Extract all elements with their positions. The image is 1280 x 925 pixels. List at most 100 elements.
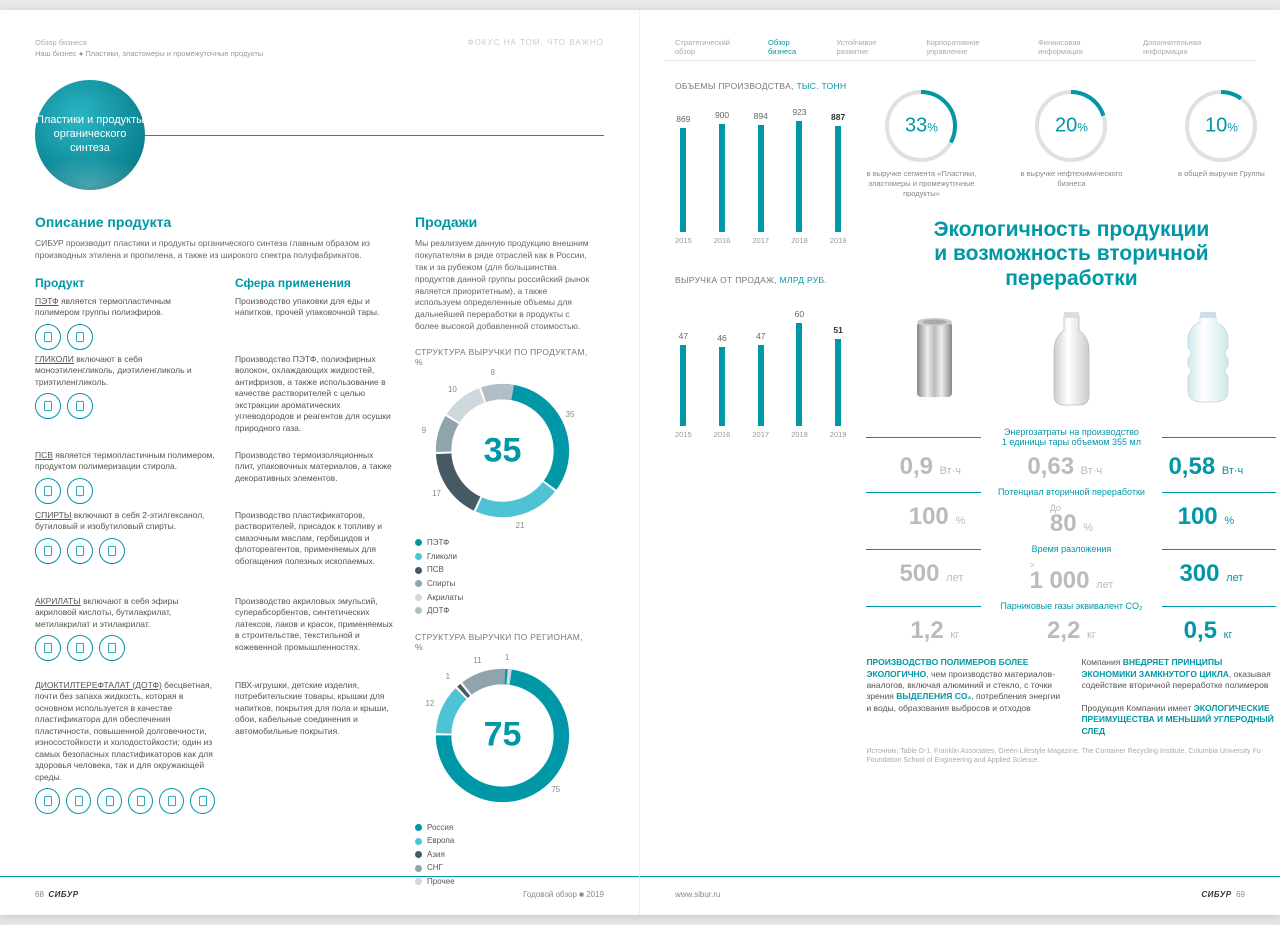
metrics-row: 500 лет > 1 000 лет 300 лет	[866, 562, 1276, 593]
page-footer-right: www.sibur.ru СИБУР 69	[675, 890, 1245, 899]
logo-right: СИБУР	[1201, 890, 1231, 899]
sales-title: Продажи	[415, 214, 590, 230]
metrics-row: 0,9 Вт·ч 0,63 Вт·ч 0,58 Вт·ч	[866, 455, 1276, 479]
bar-col: 51 2019	[830, 325, 847, 439]
metric: 300 лет	[1179, 562, 1243, 593]
product-icon	[35, 635, 61, 661]
donut1-center: 35	[484, 431, 522, 470]
metric: > 1 000 лет	[1029, 562, 1113, 593]
donut-seg-label: 8	[491, 368, 495, 377]
page-right: Стратегический обзор Обзор бизнеса Устойчи…	[640, 10, 1280, 915]
bar-col: 60 2018	[791, 309, 808, 439]
product-name: ГЛИКОЛИ включают в себя моноэтиленгликол…	[35, 354, 215, 438]
product-icon	[35, 788, 60, 814]
page-footer-left: 68 СИБУР Годовой обзор ■ 2019	[35, 890, 604, 899]
nav-item[interactable]: Финансовая информация	[1038, 38, 1125, 56]
donut2: 75 75121111	[425, 658, 580, 813]
donut-seg-label: 1	[505, 653, 509, 662]
desc-title: Описание продукта	[35, 214, 395, 230]
legend-item: Акрилаты	[415, 591, 590, 605]
product-icon	[128, 788, 153, 814]
hero-circle: Пластики и продукты органического синтез…	[35, 80, 145, 190]
eco-footer-left: ПРОИЗВОДСТВО ПОЛИМЕРОВ БОЛЕЕ ЭКОЛОГИЧНО,…	[866, 657, 1061, 737]
eco-title: Экологичность продукции и возможность вт…	[866, 218, 1276, 290]
product-name: ДИОКТИЛТЕРЕФТАЛАТ (ДОТФ) бесцветная, поч…	[35, 680, 215, 820]
source-note: Источник: Table D-1, Franklin Associates…	[866, 747, 1276, 765]
product-icon	[35, 393, 61, 419]
packaging-row	[866, 305, 1276, 415]
donut2-legend: РоссияЕвропаАзияСНГПрочее	[415, 821, 590, 889]
footer-rule-right	[640, 876, 1280, 877]
kpi: 10% в общей выручке Группы	[1166, 89, 1276, 198]
donut-seg-label: 17	[432, 489, 441, 498]
product-icon	[67, 393, 93, 419]
legend-item: Прочее	[415, 875, 590, 889]
section-divider: Потенциал вторичной переработки	[866, 487, 1276, 497]
legend-item: ДОТФ	[415, 604, 590, 618]
donut-seg-label: 75	[551, 785, 560, 794]
nav-item[interactable]: Устойчивое развитие	[837, 38, 909, 56]
product-name: ПСВ является термопластичным полимером, …	[35, 450, 215, 498]
legend-item: Спирты	[415, 577, 590, 591]
nav-item[interactable]: Дополнительная информация	[1143, 38, 1245, 56]
product-icon	[159, 788, 184, 814]
nav-item[interactable]: Корпоративное управление	[926, 38, 1020, 56]
product-name: АКРИЛАТЫ включают в себя эфиры акриловой…	[35, 596, 215, 668]
chart2: 47 2015 46 2016 47 2017 60 2018 51 2019	[675, 289, 846, 439]
sales-text: Мы реализуем данную продукцию внешним по…	[415, 238, 590, 333]
bar-col: 869 2015	[675, 114, 692, 245]
product-icon	[35, 478, 61, 504]
footer-rule	[0, 876, 639, 877]
product-icon	[67, 478, 93, 504]
section-divider: Время разложения	[866, 544, 1276, 554]
donut2-center: 75	[484, 716, 522, 755]
product-icon	[66, 788, 91, 814]
donut-seg-label: 11	[473, 656, 481, 665]
metric: 0,63 Вт·ч	[1027, 455, 1102, 479]
product-name: СПИРТЫ включают в себя 2-этилгексанол, б…	[35, 510, 215, 584]
desc-text: СИБУР производит пластики и продукты орг…	[35, 238, 395, 262]
product-icon	[35, 538, 61, 564]
kpi: 33% в выручке сегмента «Пластики, эласто…	[866, 89, 976, 198]
slogan: ФОКУС НА ТОМ, ЧТО ВАЖНО	[468, 38, 604, 47]
legend-item: Россия	[415, 821, 590, 835]
legend-item: ПЭТФ	[415, 536, 590, 550]
nav-items: Стратегический обзор Обзор бизнеса Устойчи…	[675, 38, 1245, 56]
glass-bottle-icon	[1026, 305, 1116, 415]
nav-item[interactable]: Стратегический обзор	[675, 38, 750, 56]
product-scope: Производство акриловых эмульсий, супераб…	[235, 596, 395, 668]
bar-col: 47 2017	[752, 331, 769, 439]
donut-seg-label: 12	[425, 699, 434, 708]
section-divider: Парниковые газы эквивалент CO₂	[866, 601, 1276, 611]
product-col-title: Продукт	[35, 276, 215, 290]
nav-item[interactable]: Обзор бизнеса	[768, 38, 819, 56]
footer-center-left: Годовой обзор ■ 2019	[523, 890, 604, 899]
product-scope: Производство термоизоляционных плит, упа…	[235, 450, 395, 498]
product-icon	[35, 324, 61, 350]
nav-section: Обзор бизнеса	[35, 38, 87, 47]
metrics-row: 100 % До 80 % 100 %	[866, 505, 1276, 536]
donut1: 35 3521179108	[425, 373, 580, 528]
bar-col: 900 2016	[714, 110, 731, 245]
bar-col: 923 2018	[791, 107, 808, 245]
hero-title: Пластики и продукты органического синтез…	[35, 114, 145, 155]
bar-col: 894 2017	[752, 111, 769, 245]
can-icon	[890, 305, 980, 415]
product-icon	[99, 538, 125, 564]
product-icon	[67, 538, 93, 564]
legend-item: Азия	[415, 848, 590, 862]
donut-seg-label: 9	[422, 426, 426, 435]
hero: Пластики и продукты органического синтез…	[35, 80, 604, 190]
metric: 0,58 Вт·ч	[1168, 455, 1243, 479]
product-icon	[190, 788, 215, 814]
product-scope: Производство упаковки для еды и напитков…	[235, 296, 395, 342]
donut-seg-label: 1	[446, 672, 450, 681]
donut-seg-label: 21	[516, 521, 525, 530]
chart1: 869 2015 900 2016 894 2017 923 2018 887 …	[675, 95, 846, 245]
eco-footer: ПРОИЗВОДСТВО ПОЛИМЕРОВ БОЛЕЕ ЭКОЛОГИЧНО,…	[866, 657, 1276, 737]
top-nav-right: Стратегический обзор Обзор бизнеса Устойчи…	[675, 38, 1245, 56]
breadcrumb: Наш бизнес ● Пластики, эластомеры и пром…	[35, 49, 604, 58]
donut1-title: СТРУКТУРА ВЫРУЧКИ ПО ПРОДУКТАМ, %	[415, 347, 590, 367]
product-icon	[67, 635, 93, 661]
legend-item: Европа	[415, 834, 590, 848]
